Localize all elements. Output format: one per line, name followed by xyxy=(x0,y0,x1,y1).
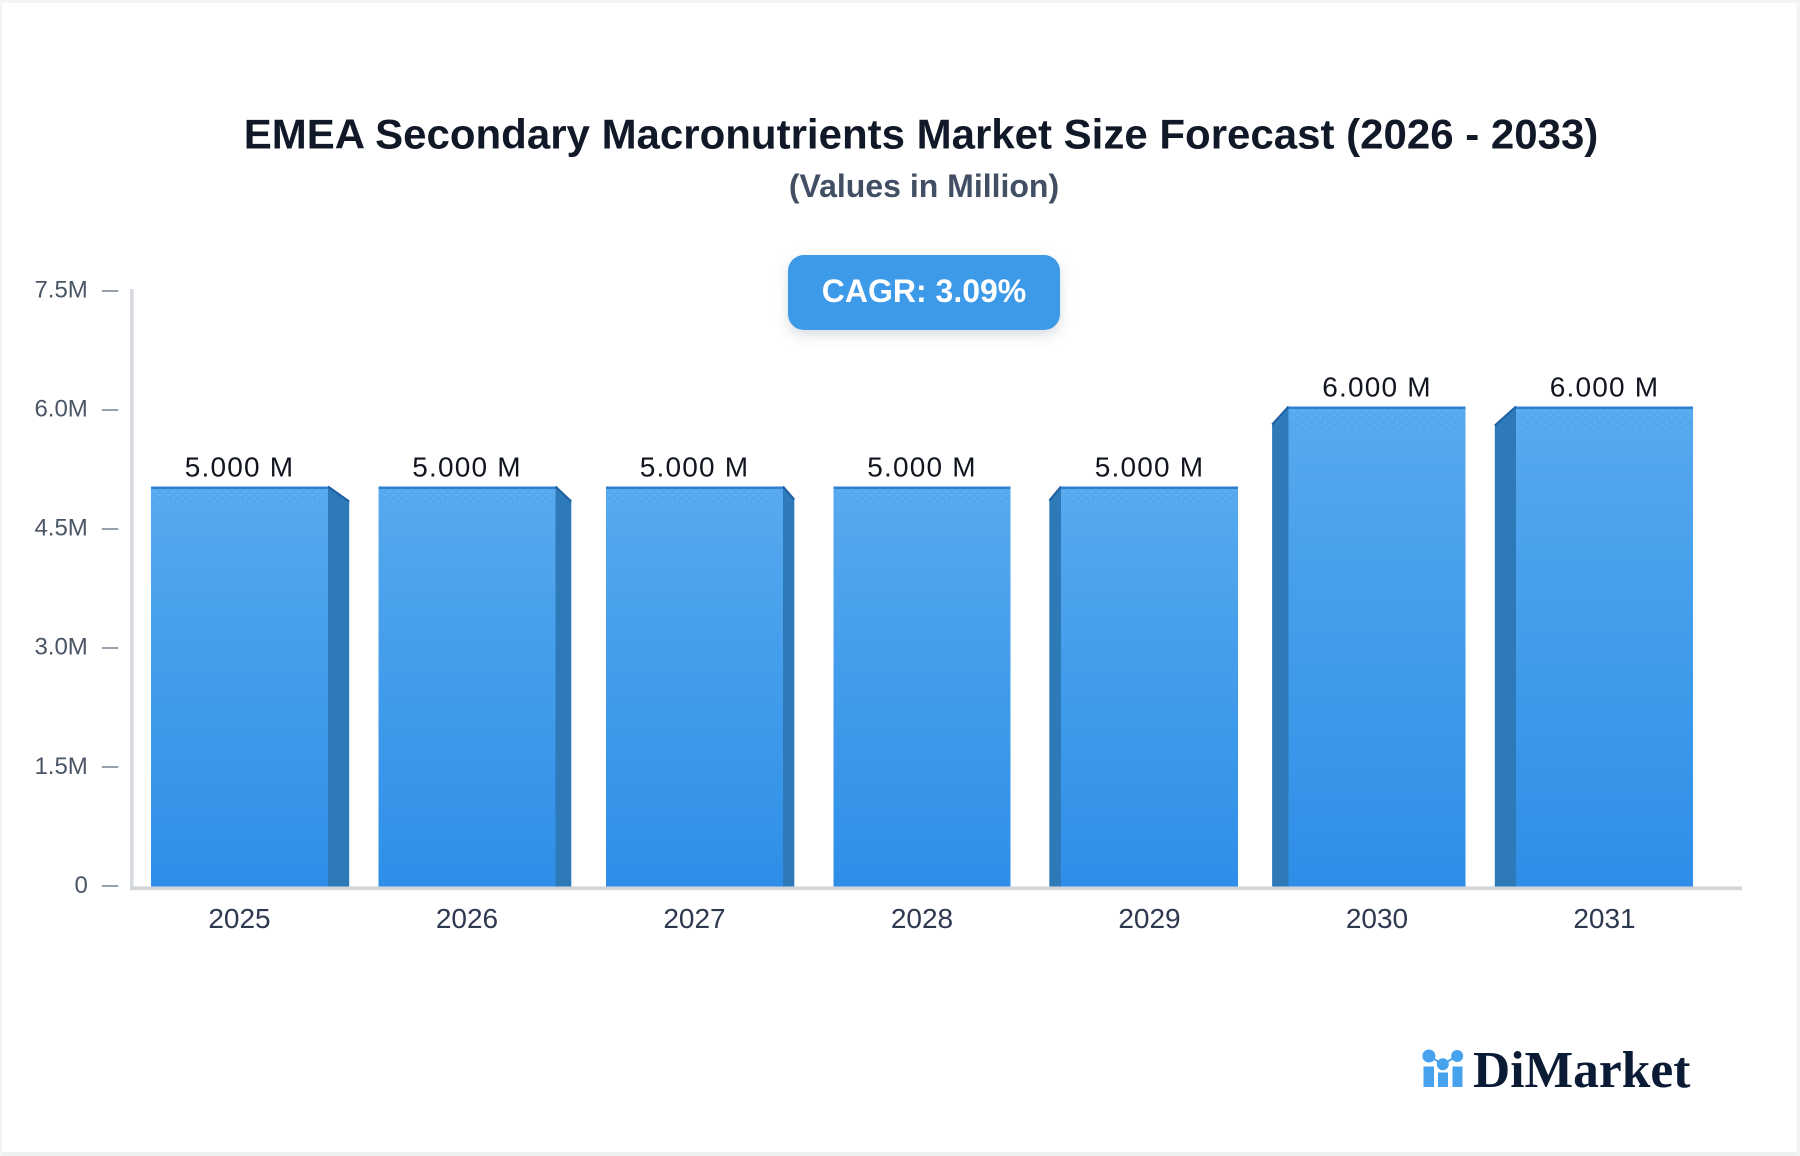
svg-text:CAGR: 3.09%: CAGR: 3.09% xyxy=(822,273,1027,309)
svg-text:5.000 M: 5.000 M xyxy=(1095,452,1205,483)
svg-text:DiMarket: DiMarket xyxy=(1473,1042,1690,1099)
svg-text:5.000 M: 5.000 M xyxy=(412,452,522,483)
svg-text:2028: 2028 xyxy=(891,903,953,934)
svg-text:1.5M: 1.5M xyxy=(34,753,87,780)
svg-text:6.000 M: 6.000 M xyxy=(1550,372,1660,403)
svg-text:EMEA Secondary Macronutrients: EMEA Secondary Macronutrients Market Siz… xyxy=(244,111,1599,158)
svg-text:2031: 2031 xyxy=(1573,903,1635,934)
svg-text:5.000 M: 5.000 M xyxy=(867,452,977,483)
svg-text:2030: 2030 xyxy=(1346,903,1408,934)
svg-text:2029: 2029 xyxy=(1118,903,1180,934)
svg-text:5.000 M: 5.000 M xyxy=(640,452,750,483)
svg-text:7.5M: 7.5M xyxy=(34,276,87,303)
svg-text:4.5M: 4.5M xyxy=(34,515,87,542)
svg-text:6.0M: 6.0M xyxy=(34,395,87,422)
svg-text:0: 0 xyxy=(74,872,87,899)
svg-text:2025: 2025 xyxy=(208,903,270,934)
svg-text:3.0M: 3.0M xyxy=(34,634,87,661)
svg-text:5.000 M: 5.000 M xyxy=(185,452,295,483)
svg-text:2027: 2027 xyxy=(663,903,725,934)
svg-text:(Values in Million): (Values in Million) xyxy=(789,168,1059,204)
svg-text:6.000 M: 6.000 M xyxy=(1322,372,1432,403)
svg-text:2026: 2026 xyxy=(436,903,498,934)
